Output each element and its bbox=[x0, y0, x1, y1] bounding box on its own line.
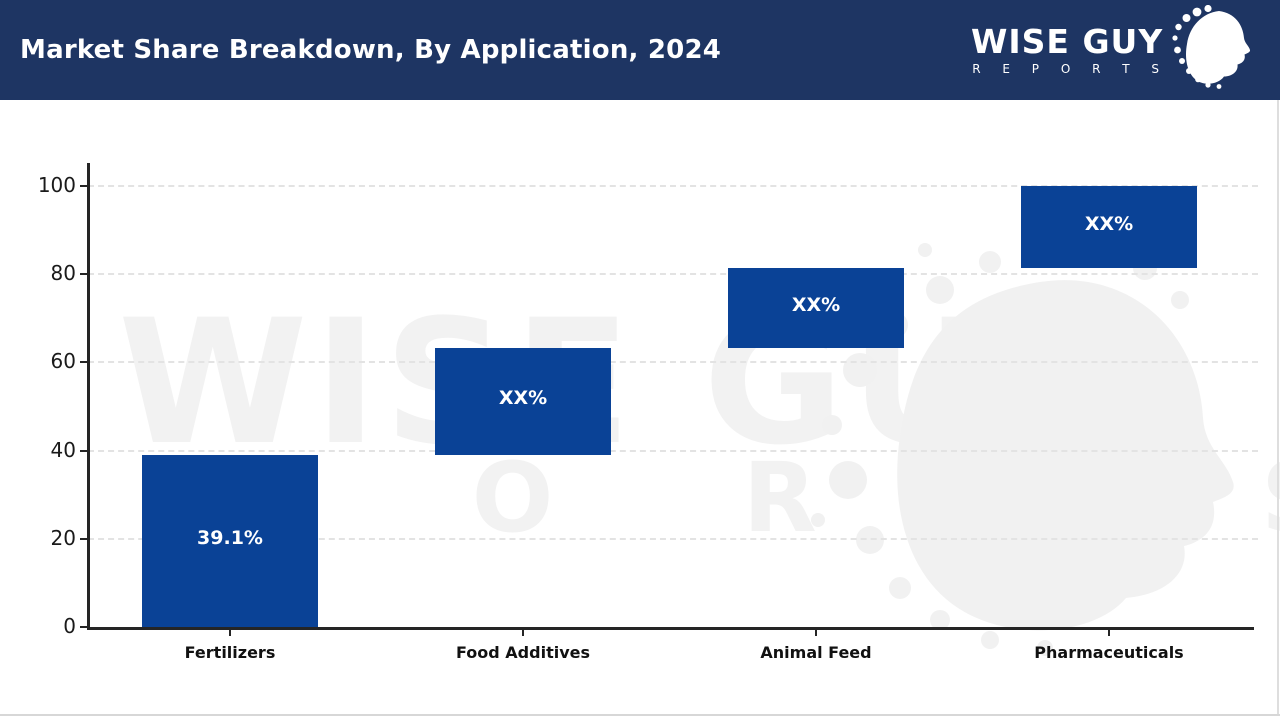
y-tick-mark-80 bbox=[80, 273, 88, 276]
x-tick-mark-0 bbox=[229, 629, 231, 636]
y-axis-spine bbox=[87, 163, 90, 629]
chart-title: Market Share Breakdown, By Application, … bbox=[20, 35, 722, 65]
gridline-40 bbox=[88, 449, 1258, 452]
bar-food-additives bbox=[435, 348, 611, 455]
gridline-80 bbox=[88, 273, 1258, 276]
header-banner: Market Share Breakdown, By Application, … bbox=[0, 0, 1280, 100]
x-category-label: Fertilizers bbox=[184, 643, 276, 662]
y-tick-mark-20 bbox=[80, 537, 88, 540]
bottom-divider bbox=[0, 714, 1280, 716]
x-tick-mark-1 bbox=[522, 629, 524, 636]
x-tick-mark-2 bbox=[815, 629, 817, 636]
y-tick-label-100: 100 bbox=[37, 173, 76, 197]
y-tick-label-20: 20 bbox=[50, 525, 76, 550]
logo-text: WISE GUY R E P O R T S bbox=[966, 25, 1168, 76]
y-tick-label-0: 0 bbox=[63, 614, 76, 638]
logo-head-icon bbox=[1170, 4, 1252, 95]
bar-value-label: XX% bbox=[1084, 213, 1134, 236]
bar-value-label: XX% bbox=[498, 387, 548, 410]
x-axis-spine bbox=[87, 627, 1254, 630]
logo-subtitle: R E P O R T S bbox=[972, 61, 1168, 76]
y-tick-label-40: 40 bbox=[50, 437, 76, 462]
x-category-label: Animal Feed bbox=[760, 643, 872, 662]
bar-value-label: 39.1% bbox=[197, 526, 263, 549]
x-category-label: Food Additives bbox=[456, 643, 590, 662]
x-tick-mark-3 bbox=[1108, 629, 1110, 636]
gridline-20 bbox=[88, 537, 1258, 540]
y-tick-label-80: 80 bbox=[50, 261, 76, 286]
y-tick-mark-60 bbox=[80, 361, 88, 364]
gridline-100 bbox=[88, 185, 1258, 187]
bar-value-label: XX% bbox=[791, 294, 841, 317]
y-tick-mark-40 bbox=[80, 449, 88, 452]
y-tick-mark-0 bbox=[80, 626, 88, 628]
bar-pharmaceuticals bbox=[1021, 186, 1197, 269]
y-tick-label-60: 60 bbox=[50, 349, 76, 374]
logo-wordmark: WISE GUY bbox=[970, 21, 1164, 61]
bar-fertilizers bbox=[142, 454, 318, 627]
right-divider bbox=[1277, 100, 1279, 714]
y-tick-mark-100 bbox=[80, 185, 88, 187]
watermark-head-icon bbox=[790, 220, 1250, 664]
wise-guy-reports-logo: WISE GUY R E P O R T S bbox=[966, 4, 1252, 95]
x-category-label: Pharmaceuticals bbox=[1034, 643, 1184, 662]
bar-animal-feed bbox=[728, 268, 904, 349]
gridline-60 bbox=[88, 361, 1258, 364]
